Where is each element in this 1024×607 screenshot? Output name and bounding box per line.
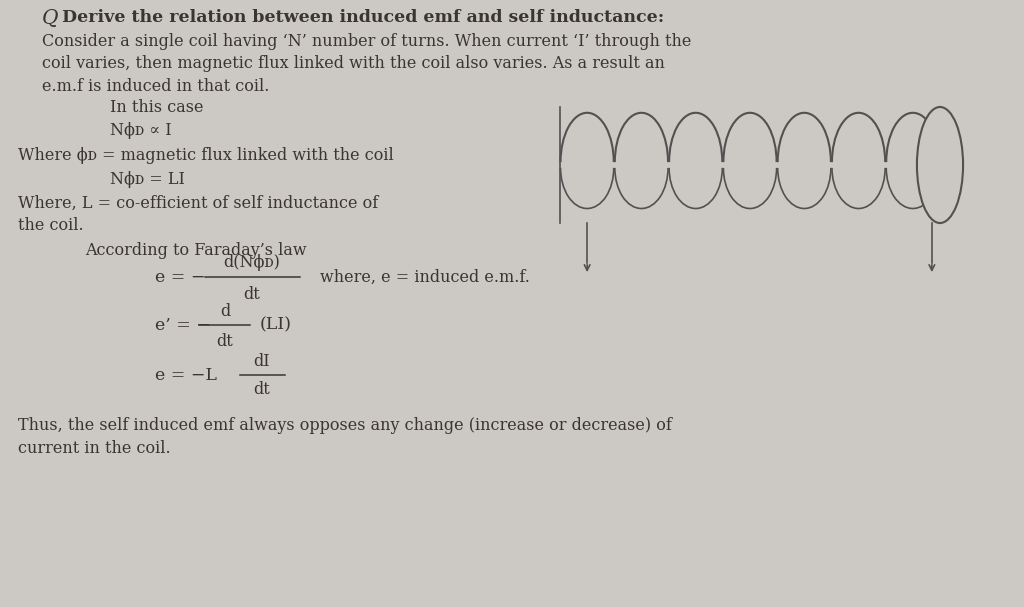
- Text: (LI): (LI): [260, 316, 292, 333]
- Text: e = −L: e = −L: [155, 367, 217, 384]
- Text: e’ = −: e’ = −: [155, 316, 211, 333]
- Ellipse shape: [916, 107, 963, 223]
- Text: d(Nϕᴅ): d(Nϕᴅ): [223, 254, 281, 271]
- Text: e = −: e = −: [155, 268, 206, 285]
- Text: dt: dt: [244, 285, 260, 302]
- Text: Nϕᴅ ∝ I: Nϕᴅ ∝ I: [110, 122, 172, 139]
- Text: Where ϕᴅ = magnetic flux linked with the coil: Where ϕᴅ = magnetic flux linked with the…: [18, 147, 394, 164]
- Text: dt: dt: [254, 382, 270, 399]
- Text: where, e = induced e.m.f.: where, e = induced e.m.f.: [319, 268, 529, 285]
- Text: According to Faraday’s law: According to Faraday’s law: [85, 242, 306, 259]
- Text: dI: dI: [254, 353, 270, 370]
- Text: Q: Q: [42, 9, 58, 28]
- Text: d: d: [220, 302, 230, 319]
- Text: Where, L = co-efficient of self inductance of: Where, L = co-efficient of self inductan…: [18, 195, 378, 212]
- Text: In this case: In this case: [110, 99, 204, 116]
- Text: current in the coil.: current in the coil.: [18, 440, 171, 457]
- Text: e.m.f is induced in that coil.: e.m.f is induced in that coil.: [42, 78, 269, 95]
- Text: Thus, the self induced emf always opposes any change (increase or decrease) of: Thus, the self induced emf always oppose…: [18, 417, 672, 434]
- Text: Consider a single coil having ‘N’ number of turns. When current ‘I’ through the: Consider a single coil having ‘N’ number…: [42, 33, 691, 50]
- Text: Derive the relation between induced emf and self inductance:: Derive the relation between induced emf …: [62, 9, 665, 26]
- Text: the coil.: the coil.: [18, 217, 84, 234]
- Text: coil varies, then magnetic flux linked with the coil also varies. As a result an: coil varies, then magnetic flux linked w…: [42, 55, 665, 72]
- Text: Nϕᴅ = LI: Nϕᴅ = LI: [110, 171, 185, 188]
- Bar: [560, 107, 940, 223]
- Text: dt: dt: [217, 333, 233, 350]
